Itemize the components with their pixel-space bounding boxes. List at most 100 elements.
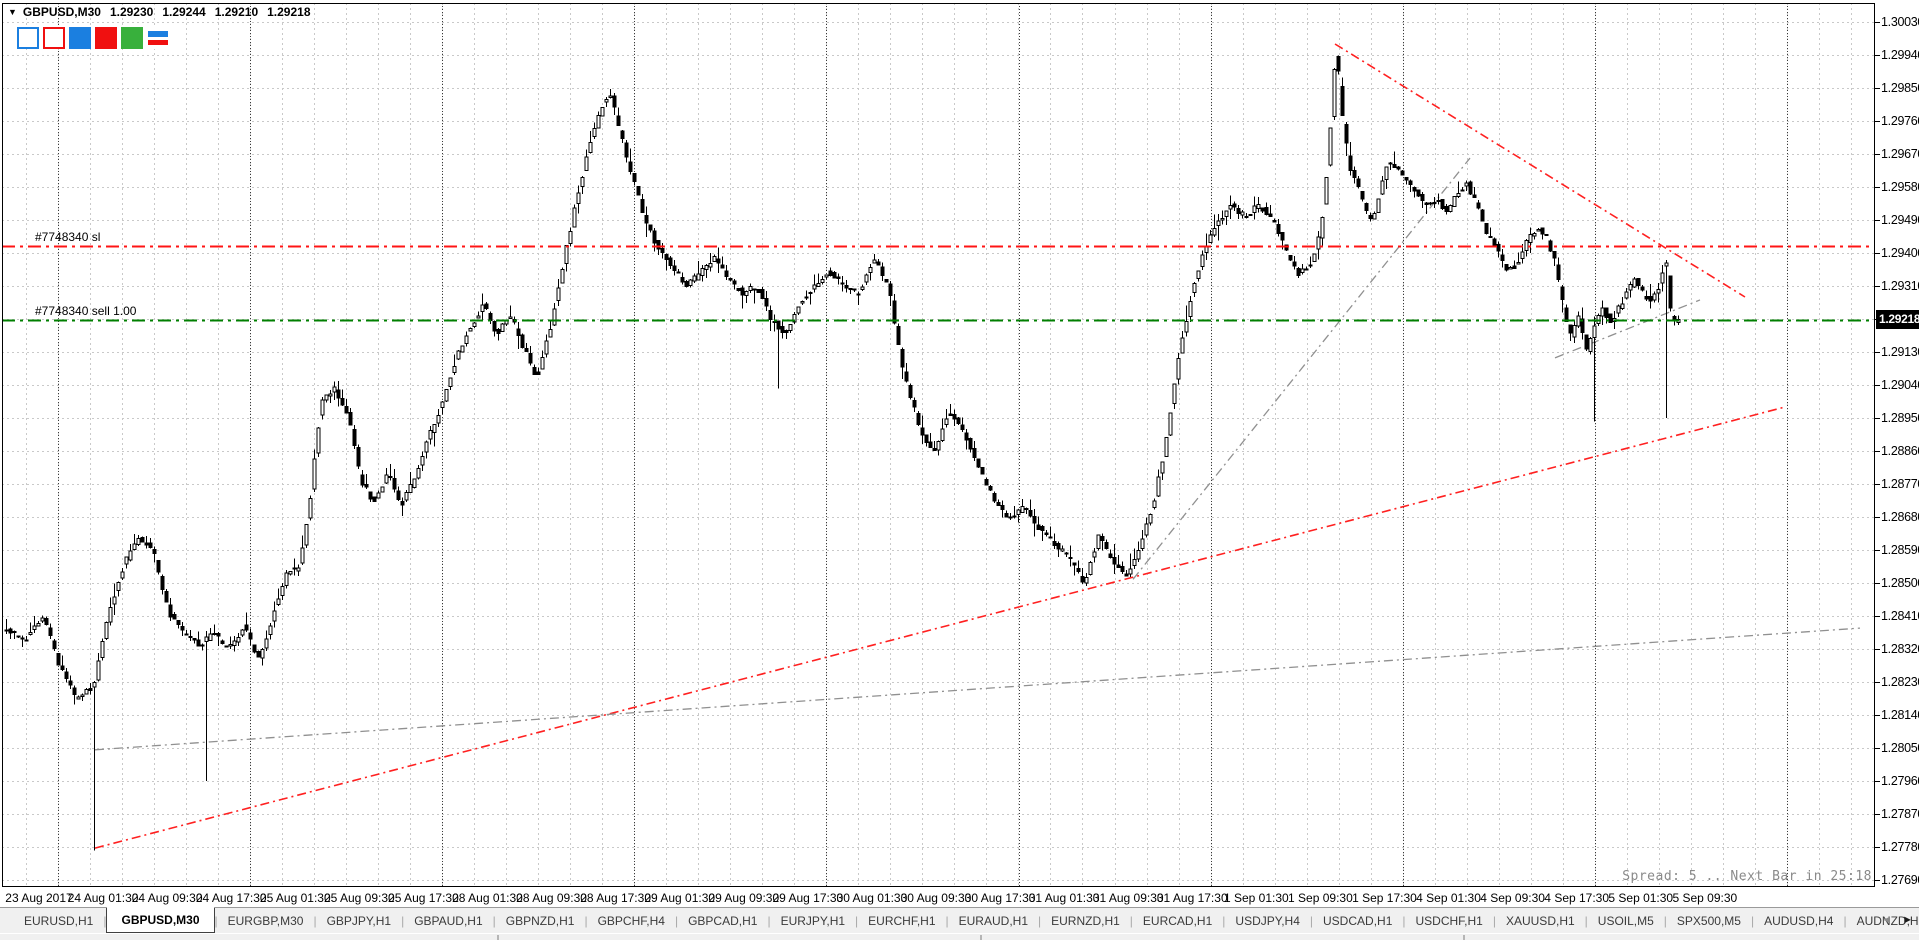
- price-tick-label: 1.29130: [1881, 345, 1919, 359]
- tab-separator: |: [1129, 913, 1133, 928]
- time-tick-label: 24 Aug 17:30: [195, 891, 267, 905]
- status-strip: [0, 933, 1919, 940]
- tab-eurchf-h1[interactable]: EURCHF,H1: [868, 913, 936, 928]
- price-tick-label: 1.29310: [1881, 279, 1919, 293]
- candles-layer: [4, 55, 1681, 851]
- price-tick-label: 1.27960: [1881, 774, 1919, 788]
- tab-gbpnzd-h1[interactable]: GBPNZD,H1: [505, 913, 575, 928]
- time-tick-label: 5 Sep 09:30: [1672, 891, 1738, 905]
- price-tick-label: 1.30030: [1881, 15, 1919, 29]
- tab-audnzd-h1[interactable]: AUDNZD,H1: [1856, 913, 1919, 928]
- price-tick-label: 1.29490: [1881, 213, 1919, 227]
- tab-eurcad-h1[interactable]: EURCAD,H1: [1142, 913, 1213, 928]
- tab-eurnzd-h1[interactable]: EURNZD,H1: [1051, 913, 1120, 928]
- tab-usdchf-h1[interactable]: USDCHF,H1: [1415, 913, 1483, 928]
- price-tick-label: 1.28860: [1881, 444, 1919, 458]
- price-tick-label: 1.28320: [1881, 642, 1919, 656]
- tab-separator: |: [103, 913, 107, 928]
- tab-gbpchf-h4[interactable]: GBPCHF,H4: [597, 913, 665, 928]
- red-outline-square-icon[interactable]: [43, 27, 65, 49]
- trendline-short-ascending-gray[interactable]: [1554, 299, 1701, 359]
- blue-square-icon[interactable]: [69, 27, 91, 49]
- price-tick-label: 1.29940: [1881, 48, 1919, 62]
- trendline-long-ascending-support-red[interactable]: [94, 406, 1786, 849]
- price-tick-label: 1.28500: [1881, 576, 1919, 590]
- stop-loss-order-label: #7748340 sl: [35, 229, 101, 244]
- price-tick-label: 1.28410: [1881, 609, 1919, 623]
- price-tick-label: 1.27780: [1881, 840, 1919, 854]
- tab-separator: |: [855, 913, 859, 928]
- price-tick-label: 1.29850: [1881, 81, 1919, 95]
- bid-ask-lines-icon[interactable]: [147, 27, 169, 49]
- time-tick-label: 31 Aug 17:30: [1156, 891, 1228, 905]
- green-square-icon[interactable]: [121, 27, 143, 49]
- tab-usdcad-h1[interactable]: USDCAD,H1: [1323, 913, 1393, 928]
- time-tick-label: 23 Aug 2017: [5, 891, 73, 905]
- tab-separator: |: [1402, 913, 1406, 928]
- trendline-steep-ascending-gray[interactable]: [1132, 157, 1471, 580]
- tab-scroll-left-icon[interactable]: ◄: [1881, 914, 1893, 926]
- quote-low: 1.29210: [214, 5, 259, 19]
- price-tick-label: 1.29400: [1881, 246, 1919, 260]
- current-price-badge: 1.29218: [1876, 310, 1919, 330]
- tab-separator: |: [674, 913, 679, 928]
- chart-tab-bar: EURUSD,H1 | GBPUSD,M30 | EURGBP,M30 | GBPJPY,H…: [0, 907, 1919, 933]
- tab-separator: |: [1222, 913, 1226, 928]
- tab-separator: |: [214, 913, 218, 928]
- time-tick-label: 4 Sep 09:30: [1480, 891, 1545, 905]
- time-tick-label: 25 Aug 17:30: [388, 891, 459, 905]
- time-tick-label: 24 Aug 09:30: [131, 891, 203, 905]
- drawing-color-toolbar: [17, 27, 169, 49]
- status-strip-mark: [497, 935, 499, 940]
- tab-separator: |: [1038, 913, 1042, 928]
- status-strip-mark: [980, 935, 982, 940]
- trendline-descending-resistance-red[interactable]: [1334, 43, 1746, 298]
- symbol-dropdown-icon[interactable]: ▼: [8, 7, 17, 17]
- tab-separator: |: [1843, 913, 1847, 928]
- tab-separator: |: [945, 913, 949, 928]
- time-tick-label: 24 Aug 01:30: [67, 891, 139, 905]
- tab-usoil-m5[interactable]: USOIL,M5: [1597, 913, 1654, 928]
- price-tick-label: 1.27870: [1881, 807, 1919, 821]
- tab-separator: |: [767, 913, 771, 928]
- blue-outline-square-icon[interactable]: [17, 27, 39, 49]
- tab-audusd-h4[interactable]: AUDUSD,H4: [1764, 913, 1834, 928]
- tab-xauusd-h1[interactable]: XAUUSD,H1: [1505, 913, 1575, 928]
- tab-eurusd-h1[interactable]: EURUSD,H1: [24, 913, 94, 928]
- tab-eurjpy-h1[interactable]: EURJPY,H1: [780, 913, 846, 928]
- price-tick-label: 1.28590: [1881, 543, 1919, 557]
- tab-gbpaud-h1[interactable]: GBPAUD,H1: [414, 913, 483, 928]
- price-tick-label: 1.27690: [1881, 873, 1919, 887]
- price-tick-label: 1.28680: [1881, 510, 1919, 524]
- tab-separator: |: [1309, 913, 1314, 928]
- tab-scroll-right-icon[interactable]: ►: [1902, 914, 1913, 926]
- chart-region[interactable]: ▼ GBPUSD,M30 1.29230 1.29244 1.29210 1.2…: [0, 0, 1919, 907]
- price-tick-label: 1.29760: [1881, 114, 1919, 128]
- time-tick-label: 30 Aug 17:30: [964, 891, 1036, 905]
- time-tick-label: 30 Aug 09:30: [900, 891, 972, 905]
- chart-canvas[interactable]: [0, 0, 1919, 907]
- tab-gbpjpy-h1[interactable]: GBPJPY,H1: [326, 913, 392, 928]
- quote-close: 1.29218: [267, 5, 311, 19]
- symbol-timeframe-label: GBPUSD,M30: [22, 5, 101, 19]
- price-tick-label: 1.28140: [1881, 708, 1919, 722]
- time-tick-label: 1 Sep 17:30: [1352, 891, 1417, 905]
- price-tick-label: 1.28230: [1881, 675, 1919, 689]
- time-tick-label: 28 Aug 01:30: [452, 891, 523, 905]
- time-tick-label: 4 Sep 01:30: [1416, 891, 1481, 905]
- tab-usdjpy-h4[interactable]: USDJPY,H4: [1235, 913, 1300, 928]
- tab-spx500-m5[interactable]: SPX500,M5: [1676, 913, 1741, 928]
- quote-open: 1.29230: [109, 5, 154, 19]
- tab-separator: |: [401, 913, 405, 928]
- tab-gbpusd-m30[interactable]: GBPUSD,M30: [106, 907, 215, 933]
- status-strip-mark: [1463, 935, 1465, 940]
- red-square-icon[interactable]: [95, 27, 117, 49]
- time-tick-label: 29 Aug 09:30: [708, 891, 780, 905]
- time-tick-label: 28 Aug 09:30: [516, 891, 587, 905]
- tab-euraud-h1[interactable]: EURAUD,H1: [958, 913, 1028, 928]
- chart-header: ▼ GBPUSD,M30 1.29230 1.29244 1.29210 1.2…: [8, 4, 311, 20]
- tab-eurgbp-m30[interactable]: EURGBP,M30: [227, 913, 304, 928]
- tab-gbpcad-h1[interactable]: GBPCAD,H1: [688, 913, 758, 928]
- time-tick-label: 30 Aug 01:30: [836, 891, 908, 905]
